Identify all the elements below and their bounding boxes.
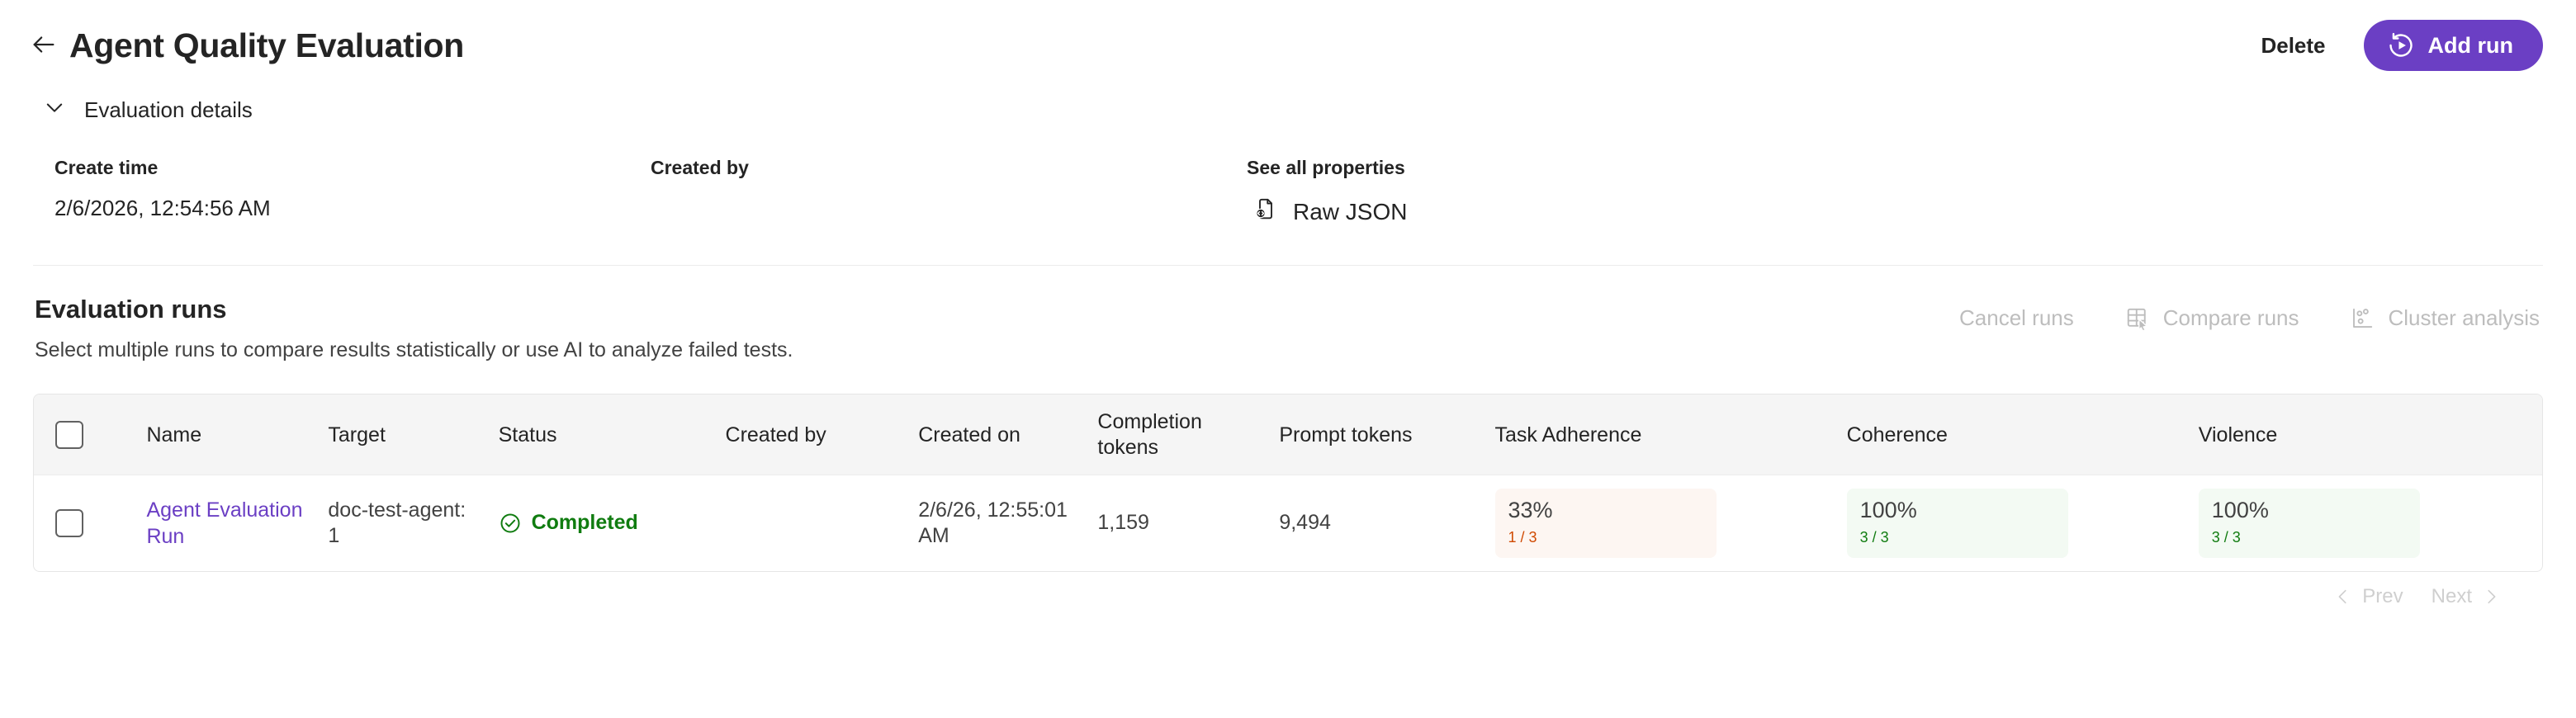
row-select-checkbox[interactable] [55, 509, 83, 537]
evaluation-runs-subtitle: Select multiple runs to compare results … [35, 338, 793, 362]
raw-json-label: Raw JSON [1293, 198, 1408, 224]
cell-task-adherence: 33% 1 / 3 [1487, 475, 1839, 571]
detail-created-by: Created by [651, 157, 1247, 227]
detail-label-create-time: Create time [54, 157, 159, 178]
select-all-checkbox[interactable] [55, 420, 83, 449]
cell-created-by [717, 475, 911, 571]
evaluation-runs-table: Name Target Status Created by Created on… [34, 394, 2542, 570]
cell-target: doc-test-agent: 1 [328, 498, 466, 547]
back-button[interactable] [25, 26, 63, 64]
metric-fraction: 3 / 3 [1859, 528, 1889, 546]
detail-label-see-all-properties: See all properties [1247, 157, 1405, 178]
table-row: Agent Evaluation Run doc-test-agent: 1 [34, 475, 2542, 571]
cell-completion-tokens: 1,159 [1097, 511, 1149, 535]
status-badge: Completed [499, 510, 709, 536]
evaluation-details-label: Evaluation details [84, 97, 253, 122]
metric-task-adherence: 33% 1 / 3 [1494, 489, 1717, 558]
prev-page-label: Prev [2362, 584, 2403, 607]
check-circle-icon [499, 512, 522, 535]
table-cursor-icon [2125, 306, 2150, 331]
cancel-runs-label: Cancel runs [1959, 305, 2074, 331]
page-title: Agent Quality Evaluation [69, 26, 465, 64]
header-coherence[interactable]: Coherence [1838, 394, 2190, 476]
section-divider [33, 265, 2543, 267]
evaluation-runs-header: Evaluation runs Select multiple runs to … [33, 294, 2543, 362]
header-task-adherence[interactable]: Task Adherence [1486, 394, 1839, 476]
header-status[interactable]: Status [490, 394, 717, 476]
run-name-link[interactable]: Agent Evaluation Run [146, 498, 303, 549]
chevron-right-icon [2482, 588, 2500, 606]
table-body: Agent Evaluation Run doc-test-agent: 1 [34, 475, 2542, 571]
metric-coherence: 100% 3 / 3 [1846, 489, 2068, 558]
page-header: Agent Quality Evaluation Delete Add run [0, 0, 2576, 91]
next-page-button[interactable]: Next [2428, 583, 2503, 610]
cell-prompt-tokens: 9,494 [1279, 511, 1331, 535]
metric-violence: 100% 3 / 3 [2198, 489, 2420, 558]
status-label: Completed [531, 511, 638, 535]
evaluation-runs-table-container: Name Target Status Created by Created on… [33, 394, 2543, 572]
header-created-on[interactable]: Created on [910, 394, 1090, 476]
cell-name: Agent Evaluation Run [138, 475, 320, 571]
cell-select [34, 475, 138, 571]
scatter-plot-icon [2350, 306, 2375, 331]
evaluation-runs-actions: Cancel runs Compare runs [1956, 294, 2543, 336]
cluster-analysis-button[interactable]: Cluster analysis [2346, 300, 2543, 336]
metric-fraction: 1 / 3 [1508, 528, 1537, 546]
evaluation-details-section: Evaluation details Create time 2/6/2026,… [0, 91, 2576, 267]
arrow-left-icon [30, 31, 58, 61]
evaluation-runs-title: Evaluation runs [35, 295, 227, 324]
cluster-analysis-label: Cluster analysis [2388, 305, 2540, 331]
metric-percent: 33% [1508, 498, 1553, 523]
detail-value-create-time: 2/6/2026, 12:54:56 AM [54, 196, 271, 221]
compare-runs-button[interactable]: Compare runs [2122, 300, 2303, 336]
evaluation-runs-titles: Evaluation runs Select multiple runs to … [33, 294, 1956, 362]
cell-coherence: 100% 3 / 3 [1839, 475, 2190, 571]
raw-json-button[interactable]: Raw JSON [1253, 196, 1407, 227]
evaluation-details-grid: Create time 2/6/2026, 12:54:56 AM Create… [33, 130, 2543, 227]
header-created-by[interactable]: Created by [717, 394, 911, 476]
table-head: Name Target Status Created by Created on… [34, 394, 2542, 476]
prev-page-button[interactable]: Prev [2331, 583, 2406, 610]
add-run-label: Add run [2427, 32, 2513, 58]
detail-create-time: Create time 2/6/2026, 12:54:56 AM [54, 157, 651, 227]
detail-see-all-properties: See all properties Raw JSON [1247, 157, 1843, 227]
cancel-runs-button[interactable]: Cancel runs [1956, 300, 2077, 336]
header-select-all [34, 394, 139, 476]
header-name[interactable]: Name [138, 394, 320, 476]
add-run-button[interactable]: Add run [2363, 20, 2543, 71]
header-prompt-tokens[interactable]: Prompt tokens [1271, 394, 1487, 476]
evaluation-runs-section: Evaluation runs Select multiple runs to … [0, 266, 2576, 609]
metric-percent: 100% [2211, 498, 2269, 523]
file-json-icon [1253, 196, 1278, 227]
table-header-row: Name Target Status Created by Created on… [34, 394, 2542, 476]
detail-label-created-by: Created by [651, 157, 749, 178]
chevron-down-icon [43, 96, 66, 125]
header-actions: Delete Add run [2249, 20, 2543, 71]
header-violence[interactable]: Violence [2190, 394, 2542, 476]
header-completion-tokens[interactable]: Completion tokens [1089, 394, 1271, 476]
metric-fraction: 3 / 3 [2211, 528, 2241, 546]
delete-button[interactable]: Delete [2249, 25, 2337, 67]
pagination: Prev Next [33, 572, 2543, 610]
evaluation-details-toggle[interactable]: Evaluation details [33, 91, 253, 130]
metric-percent: 100% [1859, 498, 1917, 523]
cell-status: Completed [490, 475, 717, 571]
next-page-label: Next [2431, 584, 2472, 607]
cell-violence: 100% 3 / 3 [2190, 475, 2542, 571]
chevron-left-icon [2334, 588, 2352, 606]
replay-play-icon [2387, 31, 2415, 59]
header-target[interactable]: Target [320, 394, 490, 476]
compare-runs-label: Compare runs [2162, 305, 2299, 331]
cell-created-on: 2/6/26, 12:55:01 AM [918, 498, 1068, 547]
